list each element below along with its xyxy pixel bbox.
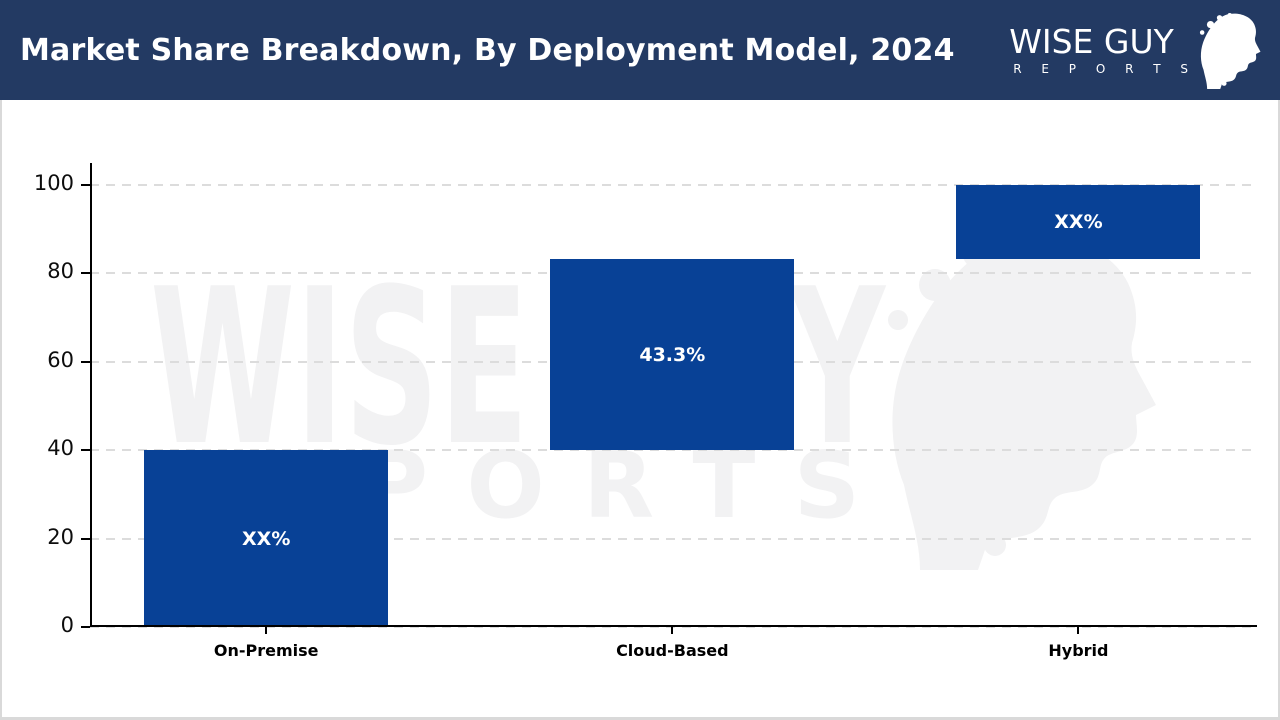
x-axis-tick [265, 627, 268, 634]
logo-wordmark: WISE GUY [1009, 22, 1174, 61]
x-axis-category-label: Hybrid [1048, 641, 1109, 660]
y-axis-tick [81, 360, 90, 363]
logo-text: WISE GUY R E P O R T S [1009, 25, 1196, 75]
bar-label: XX% [242, 527, 291, 550]
y-axis-line [90, 163, 92, 627]
logo-subtext: R E P O R T S [1013, 62, 1196, 76]
y-axis-tick-label: 80 [47, 259, 74, 284]
x-axis-line [90, 625, 1257, 627]
bar-label: 43.3% [639, 343, 706, 366]
y-axis-tick [81, 626, 90, 628]
y-axis-tick-label: 20 [47, 524, 74, 549]
page-title: Market Share Breakdown, By Deployment Mo… [20, 32, 955, 68]
plot-area: 0 20 40 60 80 100 XX% On-Premise 43.3% Cloud-Base… [34, 163, 1257, 660]
bar-label: XX% [1054, 210, 1103, 233]
y-axis-tick [81, 184, 90, 187]
x-axis-category-label: On-Premise [213, 641, 319, 660]
header-bar: Market Share Breakdown, By Deployment Mo… [0, 0, 1280, 100]
gridline [90, 626, 1257, 628]
bar: XX% [956, 185, 1201, 259]
y-axis-tick [81, 449, 90, 452]
bar: 43.3% [550, 258, 795, 451]
y-axis-tick-label: 100 [33, 171, 74, 196]
logo-head-icon [1199, 13, 1261, 89]
bar: XX% [144, 450, 389, 627]
gridline [90, 184, 1257, 187]
gridline [90, 537, 1257, 540]
x-axis-category-label: Cloud-Based [616, 641, 729, 660]
gridline [90, 449, 1257, 452]
chart-area: WISE GUY R E P O R T S 020406080100XX%On… [0, 100, 1280, 720]
x-axis-tick [1077, 627, 1080, 634]
x-axis-tick [671, 627, 674, 634]
y-axis-tick [81, 272, 90, 275]
y-axis-tick-label: 40 [47, 436, 74, 461]
wiseguy-logo: WISE GUY R E P O R T S [1009, 11, 1266, 89]
y-axis-tick-label: 0 [60, 613, 74, 637]
y-axis-tick [81, 537, 90, 540]
y-axis-tick-label: 60 [47, 347, 74, 372]
